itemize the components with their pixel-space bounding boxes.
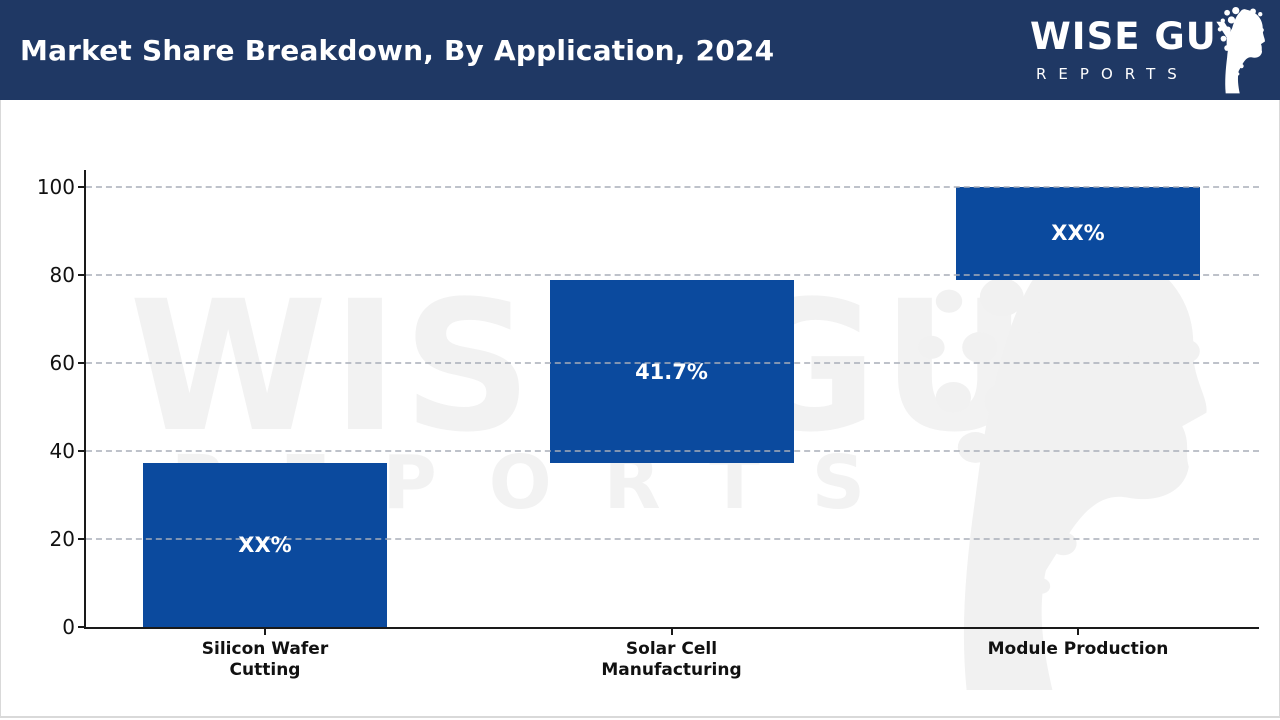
x-tick-label: Solar Cell Manufacturing: [601, 639, 742, 680]
plot-card: WISE GUY REPORTS 0 20 40 60 80 100 XX% Silicon …: [0, 100, 1280, 718]
y-tick-mark: [78, 450, 85, 452]
y-tick-label: 0: [62, 615, 75, 639]
y-tick-mark: [78, 362, 85, 364]
x-tick-label: Silicon Wafer Cutting: [201, 639, 329, 680]
logo-reports-text: REPORTS: [1036, 65, 1189, 83]
bar: [143, 463, 387, 627]
gridline: [86, 538, 1259, 540]
y-tick-label: 20: [49, 527, 75, 551]
axis-spine-bottom: [84, 627, 1259, 629]
y-tick-mark: [78, 626, 85, 628]
wiseguy-logo: WISE GUY REPORTS: [1030, 7, 1265, 94]
gridline: [86, 450, 1259, 452]
chart-title: Market Share Breakdown, By Application, …: [20, 33, 775, 67]
bar: [549, 279, 794, 464]
bar-value-label: 41.7%: [635, 359, 708, 384]
x-tick-label: Module Production: [987, 639, 1169, 659]
y-tick-label: 100: [36, 175, 75, 199]
y-tick-mark: [78, 274, 85, 276]
y-tick-label: 80: [49, 263, 75, 287]
bar-value-label: XX%: [238, 533, 292, 558]
gridline: [86, 362, 1259, 364]
logo-wordmark-text: WISE GUY: [1030, 15, 1245, 58]
gridline: [86, 186, 1259, 188]
y-tick-label: 60: [49, 351, 75, 375]
x-tick-mark: [670, 629, 673, 635]
y-tick-mark: [78, 538, 85, 540]
x-tick-mark: [264, 629, 266, 635]
plot-area: 0 20 40 60 80 100 XX% Silicon Wafer Cutting 41.7%…: [1, 100, 1279, 716]
bar: [956, 187, 1200, 280]
bar-value-label: XX%: [1051, 221, 1105, 246]
y-tick-mark: [78, 186, 85, 188]
x-tick-mark: [1077, 629, 1079, 635]
axis-spine-left: [84, 170, 86, 629]
gridline: [86, 274, 1259, 276]
y-tick-label: 40: [49, 439, 75, 463]
header: Market Share Breakdown, By Application, …: [0, 0, 1280, 100]
